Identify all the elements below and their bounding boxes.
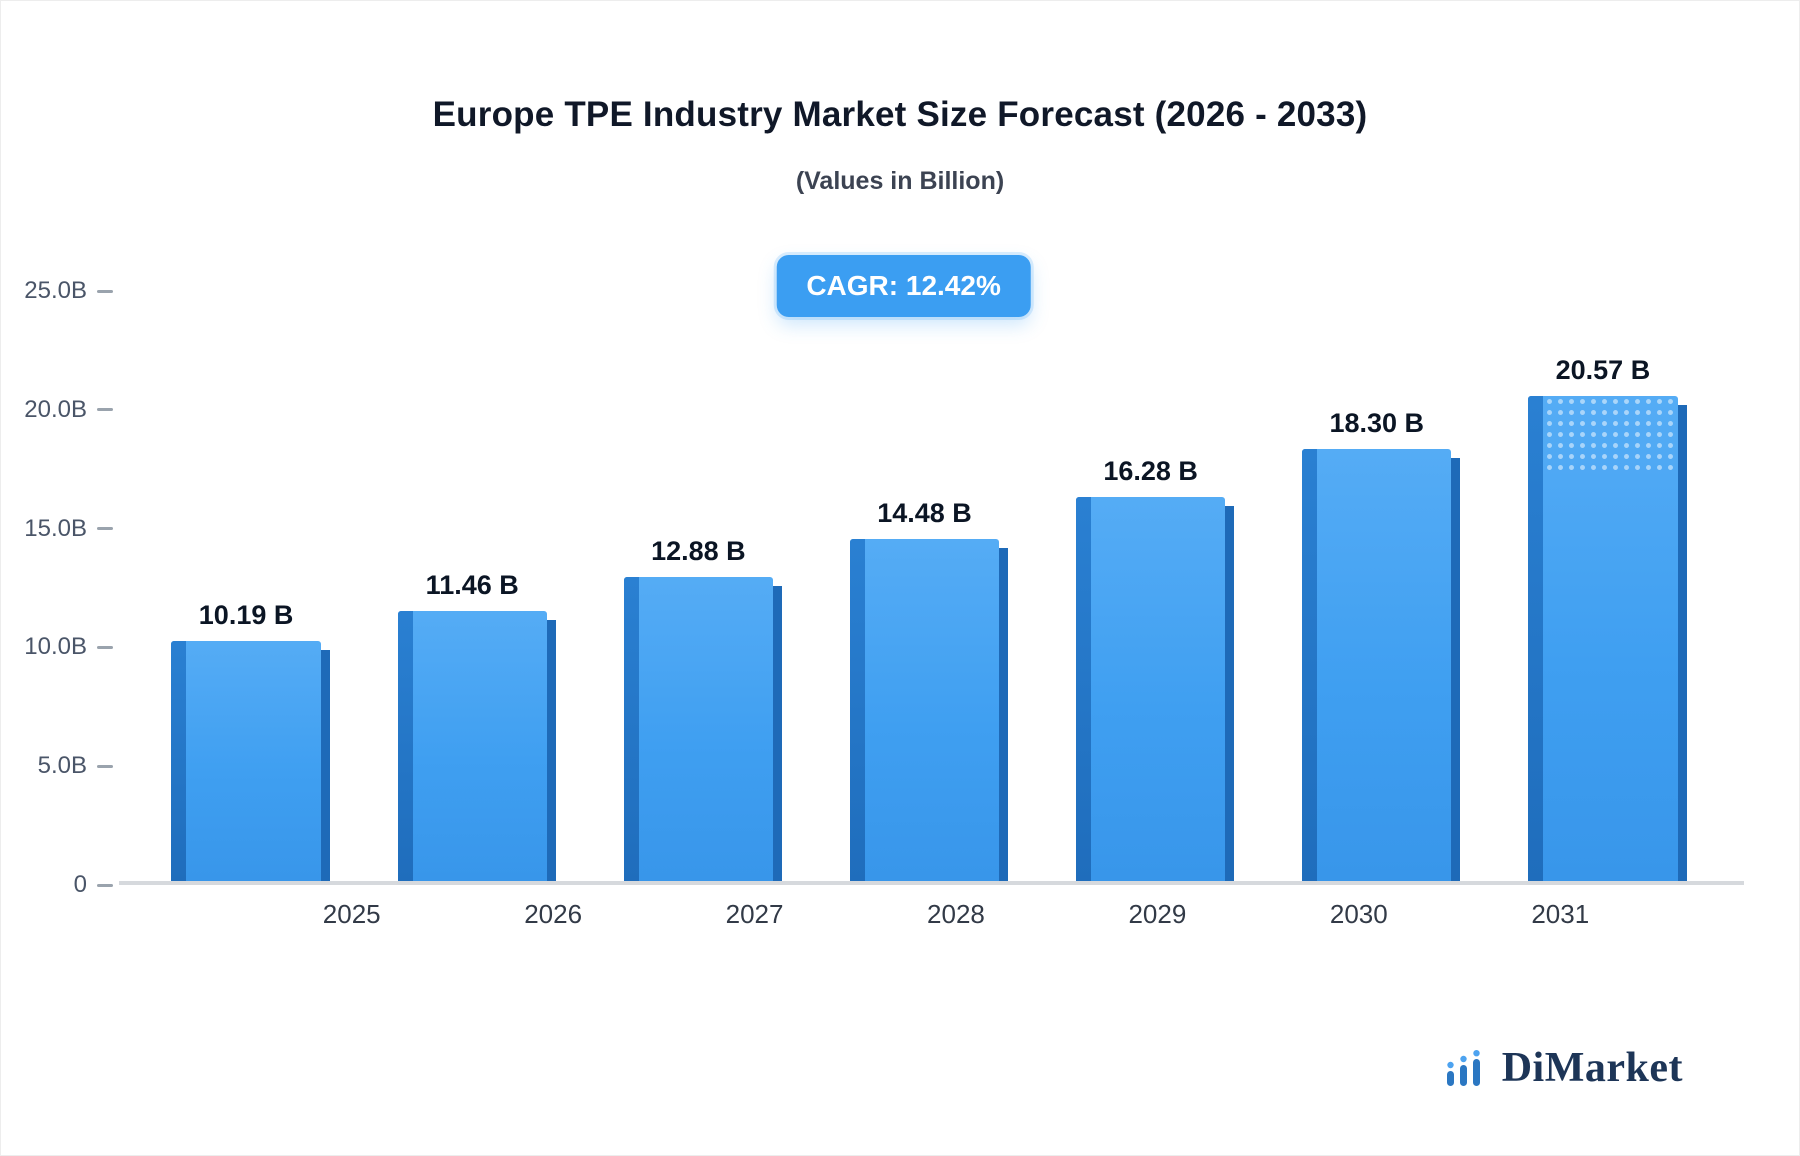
bar-column: 16.28 B: [1038, 291, 1264, 882]
bar-value-label: 16.28 B: [1103, 455, 1198, 486]
bar-value-label: 14.48 B: [877, 498, 972, 529]
bar-dots-pattern: [1544, 395, 1678, 470]
x-axis-label: 2029: [1128, 899, 1187, 929]
bar-chart: 0 5.0B 10.0B 15.0B 20.0B 25.0B 10.19 B 11.46 B…: [1, 277, 1799, 929]
bar-value-label: 20.57 B: [1555, 354, 1651, 385]
y-tick: 25.0B: [24, 277, 113, 305]
y-tick-dash: [97, 408, 113, 412]
bar: [171, 640, 330, 882]
chart-subtitle: (Values in Billion): [795, 167, 1005, 195]
bar-column: 14.48 B: [811, 291, 1037, 881]
bar-column: 10.19 B: [133, 291, 359, 882]
y-tick-label: 5.0B: [37, 752, 87, 780]
bar-column: 12.88 B: [585, 291, 811, 881]
y-tick-label: 25.0B: [24, 277, 87, 304]
bar: [397, 610, 557, 882]
x-axis-label: 2031: [1531, 899, 1590, 929]
logo: DiMarket: [1444, 1047, 1683, 1089]
bar-column: 11.46 B: [359, 291, 585, 882]
cagr-badge-label: CAGR: 12.42%: [806, 270, 1001, 301]
y-tick-dash: [97, 764, 113, 768]
plot-columns: 10.19 B 11.46 B 12.88 B 14.48 B 16.28 B 18.30…: [119, 291, 1744, 882]
y-tick-dash: [97, 527, 113, 531]
bar: [1302, 449, 1461, 881]
bar-value-label: 12.88 B: [651, 536, 746, 567]
bar: [849, 539, 1009, 881]
bar-value-label: 10.19 B: [198, 599, 294, 630]
bar: [623, 577, 783, 881]
plot-area: 10.19 B 11.46 B 12.88 B 14.48 B 16.28 B 18.30…: [119, 291, 1744, 929]
bar-value-label: 11.46 B: [425, 569, 519, 600]
page-title: Europe TPE Industry Market Size Forecast…: [432, 95, 1368, 134]
y-tick-label: 0: [73, 871, 87, 898]
bar-value-label: 18.30 B: [1329, 408, 1425, 439]
bar: [1076, 496, 1235, 882]
y-tick-dash: [97, 645, 113, 649]
x-axis-label: 2025: [322, 899, 381, 929]
y-tick-label: 15.0B: [24, 514, 87, 542]
x-axis-label: 2027: [725, 899, 784, 929]
x-axis-label: 2026: [524, 899, 583, 929]
y-tick-label: 20.0B: [24, 395, 87, 423]
cagr-badge: CAGR: 12.42%: [776, 255, 1031, 317]
y-tick: 15.0B: [24, 515, 113, 543]
y-tick-dash: [97, 289, 113, 293]
y-tick: 20.0B: [24, 396, 113, 424]
x-axis-label: 2030: [1329, 899, 1388, 929]
y-tick-label: 10.0B: [24, 633, 87, 661]
y-tick: 5.0B: [38, 752, 113, 780]
bar-column: 18.30 B: [1264, 291, 1490, 881]
logo-bars-icon: [1446, 1050, 1480, 1086]
x-labels: 2025 2026 2027 2028 2029 2030 2031: [237, 899, 1689, 930]
y-tick: 0: [74, 871, 113, 899]
y-tick-dash: [97, 883, 113, 887]
logo-text: DiMarket: [1501, 1045, 1683, 1091]
bar-column: 20.57 B: [1490, 291, 1716, 882]
bar: [1528, 395, 1687, 882]
y-tick: 10.0B: [24, 633, 113, 661]
x-axis-label: 2028: [927, 899, 985, 929]
y-axis: 0 5.0B 10.0B 15.0B 20.0B 25.0B: [1, 277, 119, 898]
